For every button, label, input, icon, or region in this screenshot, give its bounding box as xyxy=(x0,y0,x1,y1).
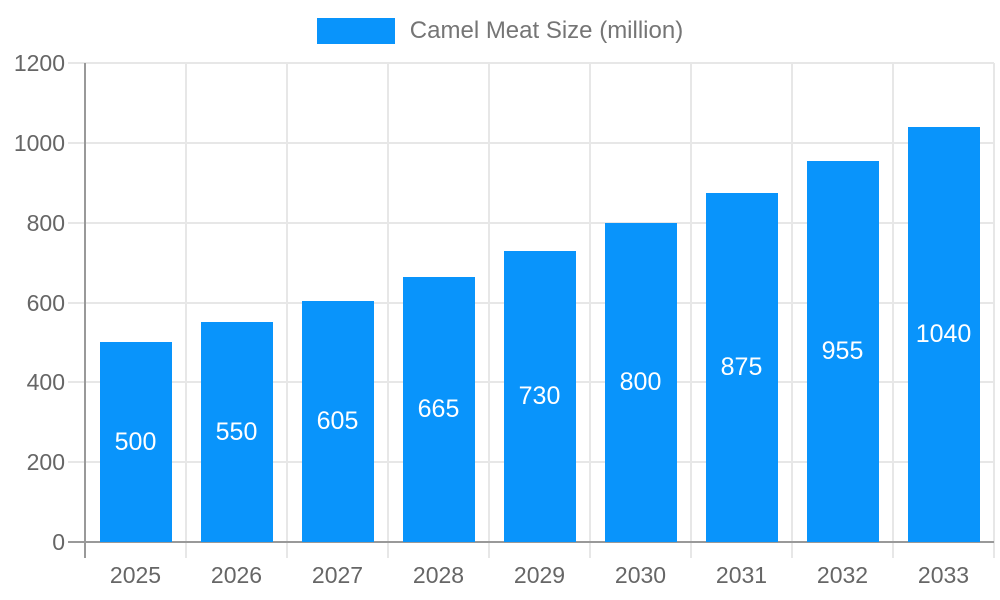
x-gridline xyxy=(589,63,591,558)
legend-swatch-icon xyxy=(316,18,395,44)
bar-2026[interactable] xyxy=(200,322,273,542)
x-gridline xyxy=(993,63,995,558)
bar-2032[interactable] xyxy=(806,160,879,542)
bar-2029[interactable] xyxy=(503,250,576,542)
y-axis-tick-label: 1200 xyxy=(13,50,65,76)
x-gridline xyxy=(185,63,187,558)
y-gridline xyxy=(68,62,994,64)
x-axis-tick-label: 2028 xyxy=(412,562,465,588)
y-axis-tick-label: 400 xyxy=(26,369,65,396)
y-gridline xyxy=(68,221,994,224)
x-gridline xyxy=(488,63,490,558)
y-axis-line xyxy=(84,63,86,558)
y-axis-tick-label: 0 xyxy=(52,529,65,555)
x-axis-line xyxy=(68,541,994,543)
x-axis-tick-label: 2031 xyxy=(715,562,768,588)
y-axis-tick-label: 800 xyxy=(26,209,65,236)
x-gridline xyxy=(690,63,692,558)
y-axis-tick-label: 1000 xyxy=(13,129,65,156)
x-axis-tick-label: 2032 xyxy=(816,562,869,588)
x-gridline xyxy=(286,63,288,558)
x-axis-tick-label: 2030 xyxy=(614,562,667,588)
bar-2030[interactable] xyxy=(604,222,677,542)
y-gridline xyxy=(68,141,994,144)
y-axis-tick-label: 600 xyxy=(26,289,65,316)
x-axis-tick-label: 2027 xyxy=(311,562,364,588)
bar-2031[interactable] xyxy=(705,192,778,542)
x-gridline xyxy=(791,63,793,558)
chart-legend[interactable]: Camel Meat Size (million) xyxy=(0,18,1000,44)
x-axis-tick-label: 2025 xyxy=(109,562,162,588)
x-axis-tick-label: 2029 xyxy=(513,562,566,588)
x-axis-tick-label: 2033 xyxy=(917,562,970,588)
legend-label: Camel Meat Size (million) xyxy=(409,17,684,44)
bar-2025[interactable] xyxy=(99,342,172,542)
y-axis-tick-label: 200 xyxy=(26,449,65,476)
x-gridline xyxy=(892,63,894,558)
bar-2028[interactable] xyxy=(402,276,475,542)
x-axis-tick-label: 2026 xyxy=(210,562,263,588)
bar-2027[interactable] xyxy=(301,300,374,542)
bar-2033[interactable] xyxy=(907,126,980,542)
x-gridline xyxy=(387,63,389,558)
